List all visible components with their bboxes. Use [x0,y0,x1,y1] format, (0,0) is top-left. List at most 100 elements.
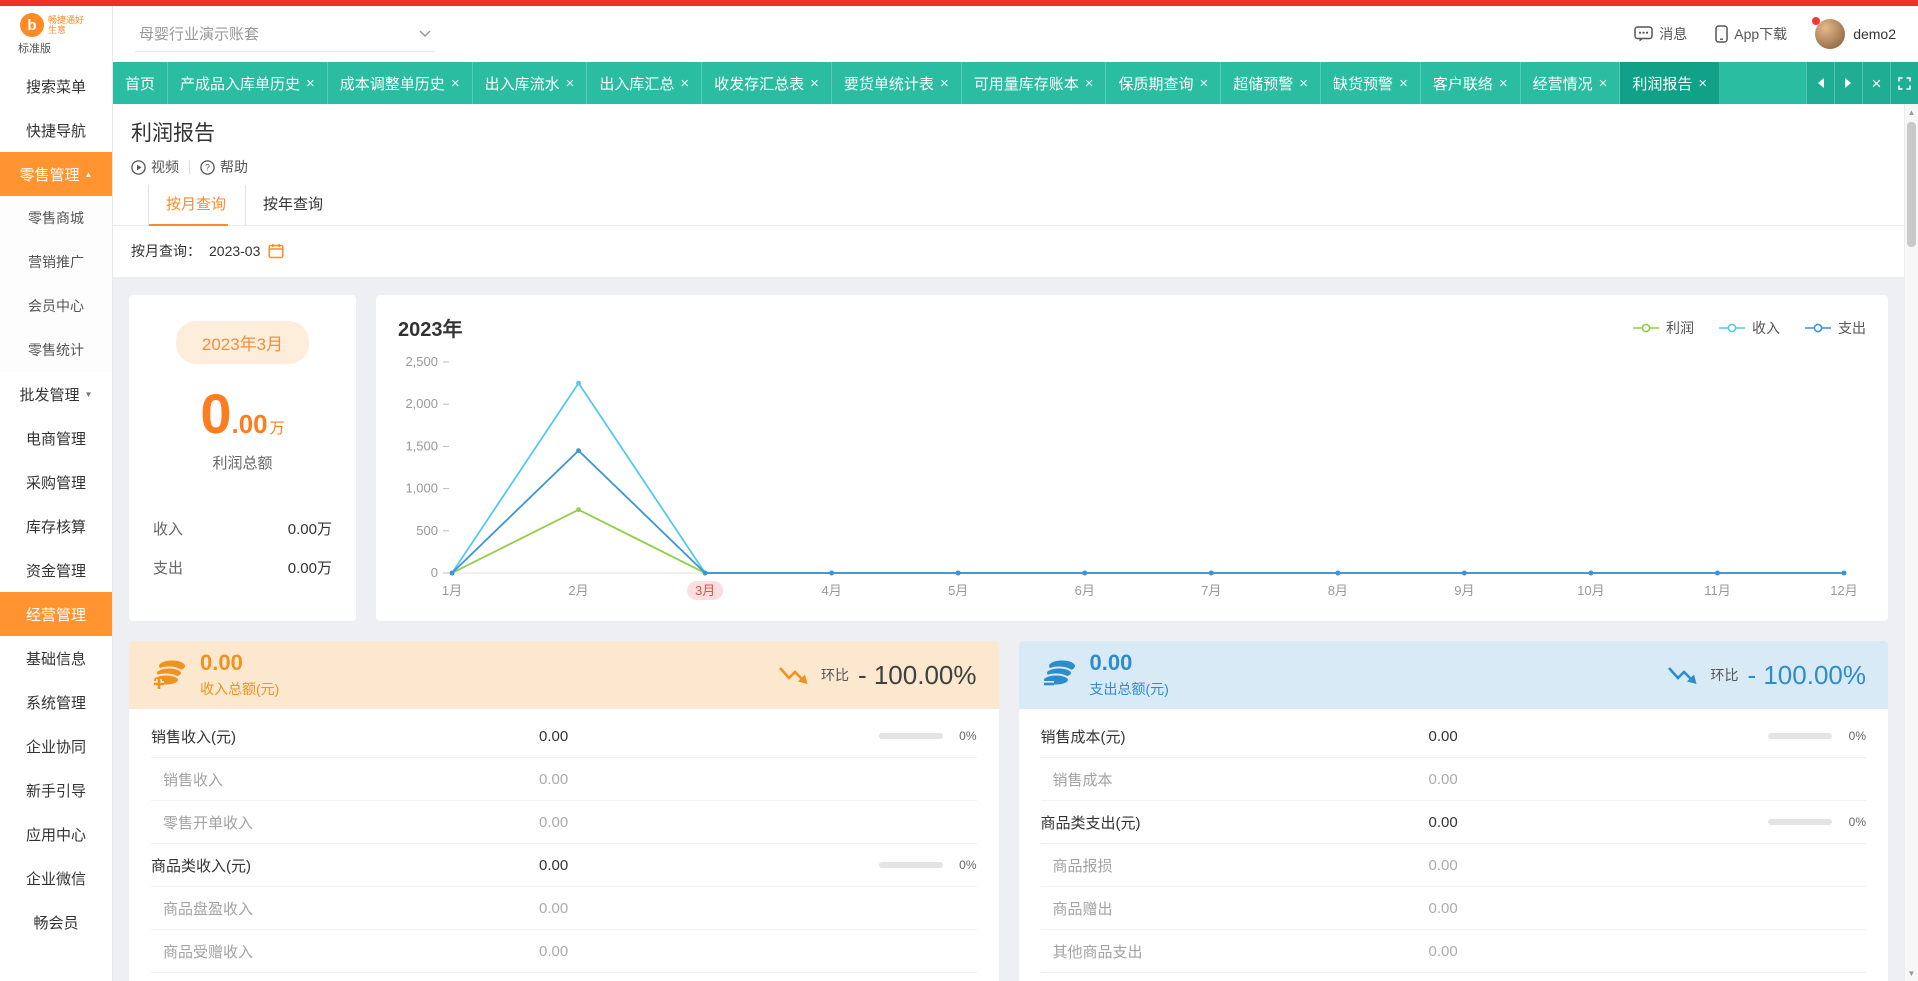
sidebar-item-label: 资金管理 [25,562,86,580]
sidebar-item[interactable]: 基础信息 [0,636,112,680]
tab[interactable]: 利润报告 × [1620,62,1721,104]
income-row[interactable]: 销售收入(元) 0.00 0% [151,715,977,758]
income-row[interactable]: 销售收入 0.00 [151,758,977,801]
legend-item-利润[interactable]: 利润 [1632,318,1694,338]
svg-text:2,000: 2,000 [405,396,438,411]
tabs-prev-button[interactable] [1806,62,1834,104]
scroll-down-icon[interactable]: ▼ [1907,968,1916,978]
tabs-close-all-button[interactable]: × [1862,62,1890,104]
query-tab[interactable]: 按月查询 [148,185,229,226]
expense-row[interactable]: 商品类支出(元) 0.00 0% [1040,801,1866,844]
tab[interactable]: 出入库汇总 × [587,62,703,104]
messages-button[interactable]: 消息 [1634,24,1687,44]
tab-close-icon[interactable]: × [306,74,315,92]
tab[interactable]: 可用量库存账本 × [962,62,1107,104]
app-download-button[interactable]: App下载 [1715,24,1787,44]
income-row[interactable]: 商品盘盈收入 0.00 [151,887,977,930]
sidebar-item[interactable]: 企业微信 [0,856,112,900]
sidebar-item[interactable]: 经营管理 [0,592,112,636]
sidebar-item[interactable]: 畅会员 [0,900,112,944]
tab[interactable]: 收发存汇总表 × [702,62,832,104]
tab[interactable]: 缺货预警 × [1321,62,1421,104]
tabs-expand-button[interactable] [1890,62,1918,104]
calendar-icon[interactable] [268,243,284,259]
expense-row[interactable]: 商品报损 0.00 [1040,844,1866,887]
tab-close-icon[interactable]: × [450,74,460,92]
sidebar-item[interactable]: 企业协同 [0,724,112,768]
filter-date-value[interactable]: 2023-03 [209,243,261,259]
expense-row[interactable]: 其他支出(元) 0.00 0% [1041,973,1867,981]
tab[interactable]: 客户联络 × [1421,62,1521,104]
sidebar-item[interactable]: 新手引导 [0,768,112,812]
sidebar-item[interactable]: 批发管理 ▼ [0,372,112,416]
expense-row[interactable]: 商品赠出 0.00 [1040,887,1866,930]
expense-row[interactable]: 其他商品支出 0.00 [1040,930,1866,973]
tab[interactable]: 产成品入库单历史 × [168,62,328,104]
income-row[interactable]: 商品受赠收入 0.00 [151,930,977,973]
scroll-up-icon[interactable]: ▲ [1907,107,1916,117]
help-link[interactable]: ? 帮助 [200,157,248,177]
sidebar-item[interactable]: 系统管理 [0,680,112,724]
legend-item-收入[interactable]: 收入 [1718,318,1780,338]
tab[interactable]: 要货单统计表 × [832,62,962,104]
chevron-down-icon [419,29,431,37]
tab-close-icon[interactable]: × [1084,74,1094,92]
svg-text:1月: 1月 [442,583,462,598]
svg-text:5月: 5月 [948,583,968,598]
account-select[interactable]: 母婴行业演示账套 [135,16,435,52]
income-row[interactable]: 其他商品收入 0.00 [151,973,977,981]
tab-close-icon[interactable]: × [939,74,949,92]
tab-close-icon[interactable]: × [680,74,690,92]
filter-row: 按月查询： 2023-03 [113,226,1904,277]
sidebar-item[interactable]: 应用中心 [0,812,112,856]
row-value: 0.00 [1428,727,1458,745]
income-row[interactable]: 商品类收入(元) 0.00 0% [151,844,977,887]
tab-close-icon[interactable]: × [1199,74,1209,92]
tab-close-icon[interactable]: × [1598,74,1608,92]
tab-close-icon[interactable]: × [1698,74,1708,92]
brand-logo[interactable]: b 畅捷通好生意 标准版 [0,6,112,64]
tab[interactable]: 经营情况 × [1521,62,1621,104]
sidebar-item[interactable]: 搜索菜单 [0,64,112,108]
query-tab[interactable]: 按年查询 [245,185,325,225]
tab-close-icon[interactable]: × [1399,74,1408,92]
tab[interactable]: 保质期查询 × [1106,62,1222,104]
income-row[interactable]: 零售开单收入 0.00 [151,801,977,844]
brand-edition: 标准版 [18,43,51,55]
tab-close-icon[interactable]: × [565,74,575,92]
tab[interactable]: 出入库流水 × [473,62,588,104]
summary-row: 支出 0.00万 [143,548,342,587]
sidebar-item[interactable]: 快捷导航 [0,108,112,152]
expense-row[interactable]: 销售成本 0.00 [1040,758,1866,801]
summary-rows: 收入 0.00万 支出 0.00万 [143,509,342,587]
sidebar-item[interactable]: 营销推广 [0,240,112,284]
tab-close-icon[interactable]: × [1498,74,1508,92]
tab[interactable]: 超储预警 × [1221,62,1322,104]
sidebar-item[interactable]: 零售统计 [0,328,112,372]
top-brand-bar [0,0,1918,6]
scroll-thumb[interactable] [1907,122,1916,247]
legend-label: 收入 [1752,319,1780,336]
video-link[interactable]: 视频 [131,157,179,177]
profit-chart[interactable]: 0 500 1,000 1,500 2,000 2,500 1月 2月 3月 4月 5月 6月 7月 8月… [398,348,1866,603]
video-link-label: 视频 [151,159,179,175]
sidebar-item[interactable]: 资金管理 [0,548,112,592]
row-progress: 0% [827,729,977,743]
sidebar-item[interactable]: 电商管理 [0,416,112,460]
legend-item-支出[interactable]: 支出 [1804,318,1866,338]
svg-text:11月: 11月 [1704,583,1731,598]
tab[interactable]: 首页 [113,62,169,104]
expense-row[interactable]: 销售成本(元) 0.00 0% [1040,715,1866,758]
tabs-next-button[interactable] [1834,62,1862,104]
tab-close-icon[interactable]: × [1299,74,1309,92]
sidebar-item[interactable]: 库存核算 [0,504,112,548]
user-menu[interactable]: demo2 [1812,17,1896,49]
sidebar-item[interactable]: 零售商城 [0,196,112,240]
tab[interactable]: 成本调整单历史 × [328,62,473,104]
sidebar-item[interactable]: 采购管理 [0,460,112,504]
row-label: 商品受赠收入 [163,943,254,961]
scrollbar[interactable]: ▲ ▼ [1904,104,1918,981]
sidebar-item[interactable]: 零售管理 ▲ [0,152,112,196]
sidebar-item[interactable]: 会员中心 [0,284,112,328]
tab-close-icon[interactable]: × [810,74,819,92]
